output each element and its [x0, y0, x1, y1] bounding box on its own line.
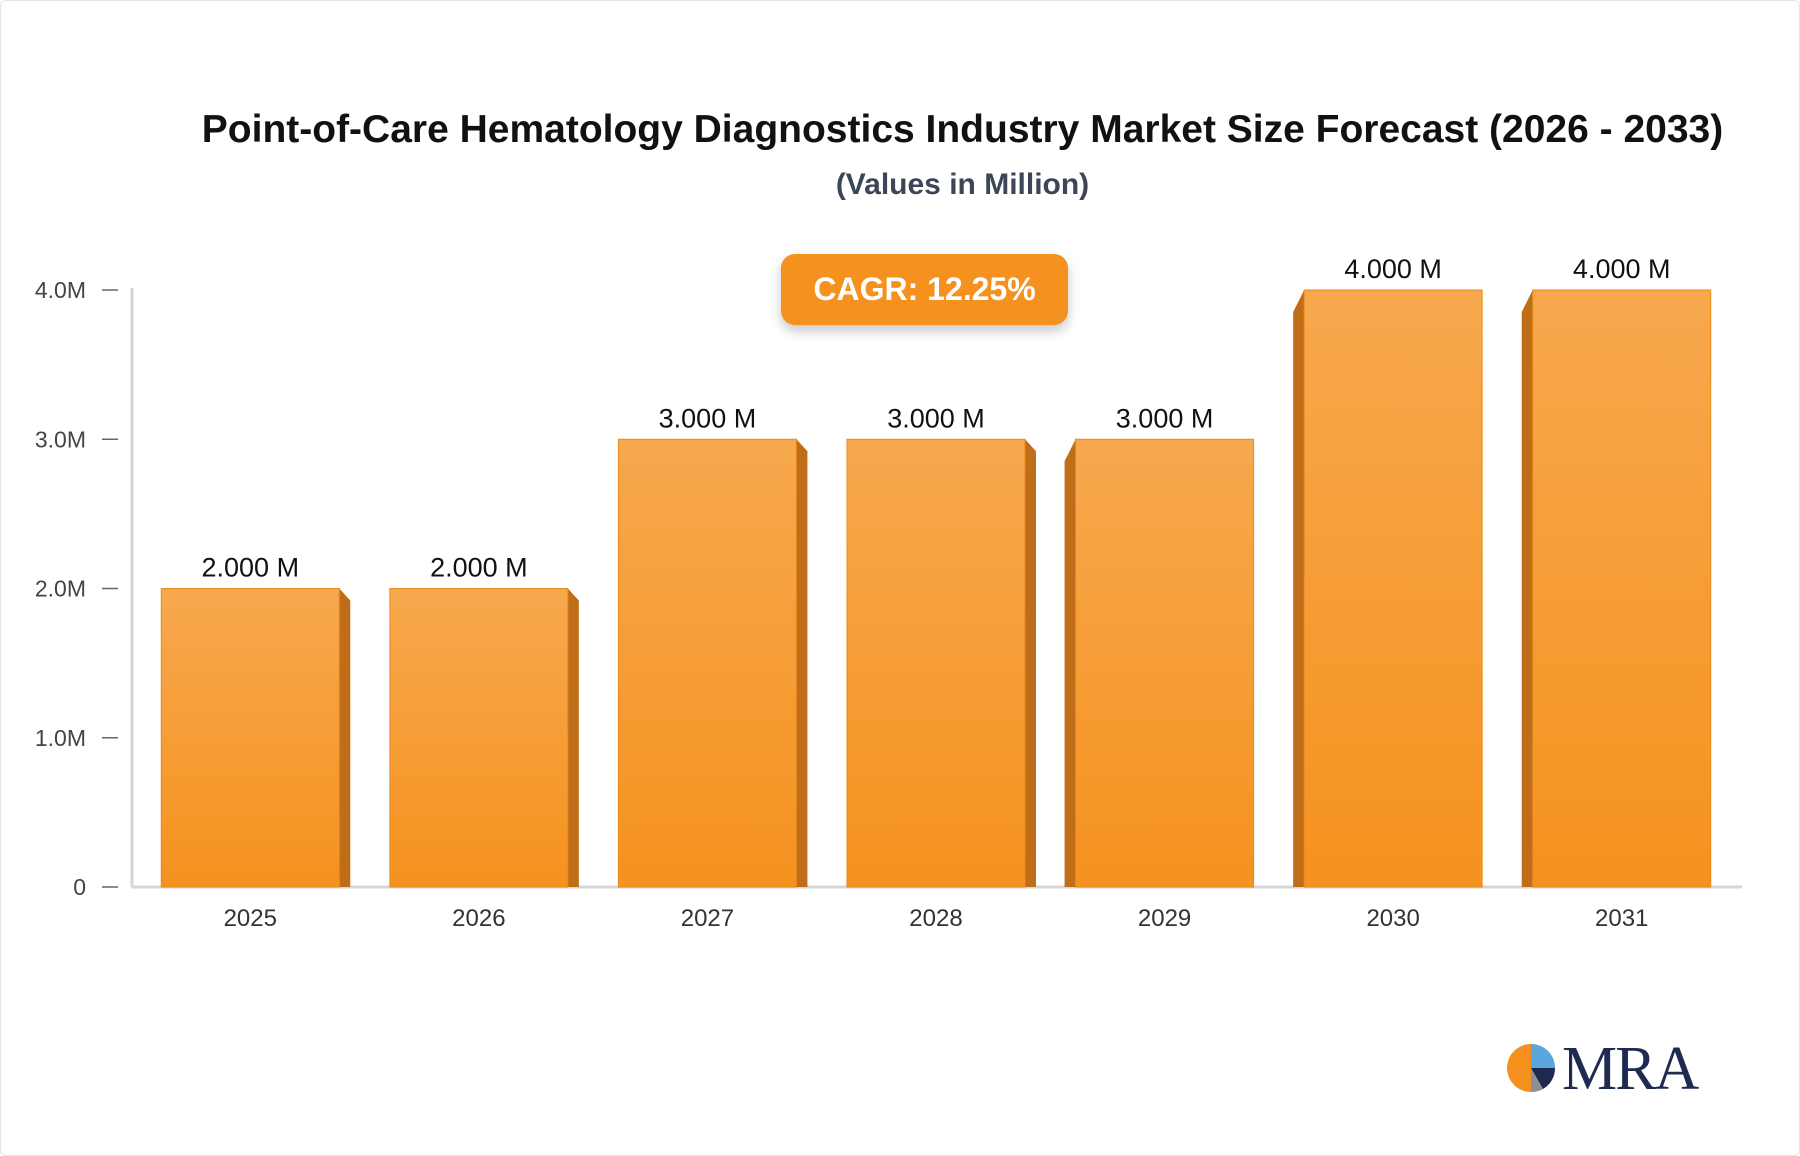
- cagr-badge: CAGR: 12.25%: [781, 254, 1068, 325]
- bar: [617, 438, 797, 888]
- bar: [846, 438, 1026, 888]
- x-tick-label: 2026: [452, 905, 505, 932]
- bar: [160, 588, 340, 888]
- data-label: 2.000 M: [202, 553, 300, 583]
- y-tick-label: 2.0M: [35, 576, 86, 602]
- data-label: 4.000 M: [1344, 254, 1442, 284]
- bar-side: [339, 588, 351, 887]
- chart-subtitle: (Values in Million): [835, 168, 1090, 201]
- logo-text: MRA: [1562, 1035, 1699, 1103]
- bar-side: [1293, 290, 1305, 887]
- y-tick-label: 0: [73, 874, 86, 900]
- bar-side: [1064, 439, 1076, 887]
- bar: [1075, 438, 1255, 888]
- x-tick-label: 2029: [1138, 905, 1191, 932]
- x-tick-label: 2028: [909, 905, 962, 932]
- y-tick-label: 1.0M: [35, 725, 86, 751]
- y-tick-label: 3.0M: [35, 426, 86, 452]
- data-label: 4.000 M: [1573, 254, 1671, 284]
- bar-side: [567, 588, 579, 887]
- bar: [1303, 289, 1483, 888]
- x-tick-label: 2030: [1366, 905, 1419, 932]
- data-label: 3.000 M: [659, 403, 757, 433]
- mra-logo: MRA: [1505, 1036, 1699, 1102]
- data-label: 3.000 M: [1116, 403, 1214, 433]
- data-label: 3.000 M: [887, 403, 985, 433]
- bar-side: [1025, 439, 1036, 887]
- x-tick-label: 2025: [224, 905, 277, 932]
- bar: [389, 588, 569, 888]
- x-tick-label: 2031: [1595, 905, 1648, 932]
- bar-side: [796, 439, 808, 887]
- chart-title: Point-of-Care Hematology Diagnostics Ind…: [201, 108, 1724, 151]
- data-label: 2.000 M: [430, 553, 528, 583]
- bar-side: [1521, 290, 1533, 887]
- y-tick-label: 4.0M: [35, 277, 86, 303]
- x-tick-label: 2027: [681, 905, 734, 932]
- pie-logo-icon: [1507, 1044, 1556, 1093]
- bar: [1532, 289, 1712, 888]
